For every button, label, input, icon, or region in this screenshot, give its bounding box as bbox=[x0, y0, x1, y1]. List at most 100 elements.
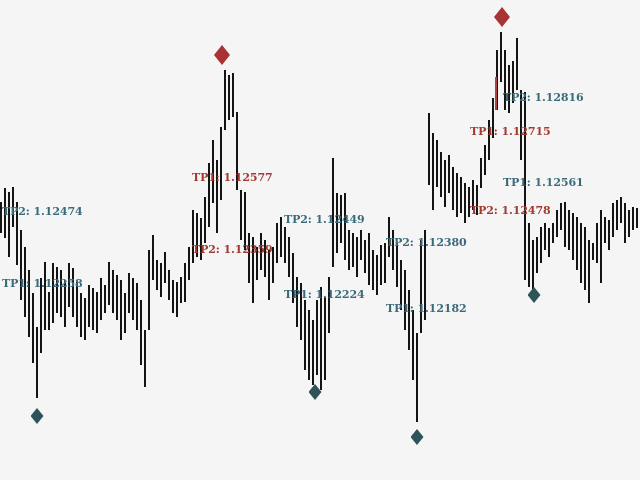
price-bar bbox=[592, 243, 594, 260]
price-bar bbox=[60, 270, 62, 317]
price-bar bbox=[320, 287, 322, 390]
price-bar bbox=[304, 300, 306, 370]
price-bar bbox=[20, 230, 22, 300]
price-bar bbox=[132, 278, 134, 320]
price-bar bbox=[260, 233, 262, 270]
price-bar bbox=[620, 197, 622, 223]
price-bar bbox=[164, 252, 166, 283]
price-bar bbox=[8, 192, 10, 257]
price-bar bbox=[208, 163, 210, 227]
price-bar bbox=[84, 298, 86, 340]
price-bar bbox=[428, 113, 430, 185]
price-bar bbox=[564, 202, 566, 247]
price-bar bbox=[112, 270, 114, 313]
price-bar bbox=[264, 240, 266, 277]
price-bar bbox=[384, 243, 386, 283]
price-bar bbox=[440, 152, 442, 197]
tp-label: TP1: 1.12224 bbox=[284, 288, 365, 302]
price-bar bbox=[500, 32, 502, 82]
price-bar bbox=[392, 230, 394, 270]
price-bar bbox=[32, 293, 34, 363]
price-bar bbox=[608, 220, 610, 250]
price-bar bbox=[444, 160, 446, 207]
price-bar bbox=[604, 217, 606, 243]
price-bar bbox=[516, 38, 518, 90]
tp-label: TP1: 1.12182 bbox=[386, 302, 467, 316]
price-bar bbox=[540, 227, 542, 263]
price-bar bbox=[340, 195, 342, 243]
buy-signal-icon bbox=[410, 429, 424, 445]
price-bar bbox=[116, 275, 118, 320]
price-bar bbox=[176, 282, 178, 317]
price-bar bbox=[436, 140, 438, 187]
signal-line bbox=[495, 77, 497, 110]
price-bar bbox=[472, 180, 474, 210]
price-bar bbox=[280, 217, 282, 257]
price-bar bbox=[480, 158, 482, 188]
price-bar bbox=[152, 235, 154, 280]
buy-signal-icon bbox=[308, 384, 322, 400]
price-bar bbox=[536, 237, 538, 273]
price-bar bbox=[252, 237, 254, 303]
price-bar bbox=[128, 273, 130, 313]
price-bar bbox=[452, 167, 454, 210]
price-bar bbox=[344, 193, 346, 260]
price-bar bbox=[204, 197, 206, 243]
price-bar bbox=[180, 277, 182, 303]
price-bar bbox=[256, 247, 258, 280]
price-bar bbox=[508, 65, 510, 113]
price-bar bbox=[236, 112, 238, 190]
price-bar bbox=[544, 223, 546, 250]
price-bar bbox=[364, 240, 366, 273]
price-bar bbox=[184, 263, 186, 302]
price-bar bbox=[168, 270, 170, 300]
price-bar bbox=[460, 177, 462, 213]
price-bar bbox=[572, 213, 574, 260]
price-bar bbox=[288, 237, 290, 277]
buy-signal-icon bbox=[527, 287, 541, 303]
price-bar bbox=[372, 250, 374, 290]
price-bar bbox=[548, 228, 550, 257]
price-bar bbox=[512, 61, 514, 103]
price-bar bbox=[404, 270, 406, 330]
price-bar bbox=[28, 270, 30, 337]
price-bar bbox=[172, 280, 174, 313]
price-bar bbox=[96, 292, 98, 333]
price-bar bbox=[584, 227, 586, 290]
price-bar bbox=[464, 183, 466, 223]
sell-signal-icon bbox=[494, 7, 510, 27]
price-bar bbox=[64, 280, 66, 327]
price-bar bbox=[456, 173, 458, 217]
price-bar bbox=[400, 260, 402, 310]
tp-label: TP2: 1.12380 bbox=[386, 236, 467, 250]
price-bar bbox=[296, 277, 298, 327]
price-bar bbox=[524, 92, 526, 280]
price-bar bbox=[356, 237, 358, 277]
price-bar bbox=[552, 223, 554, 243]
price-bar bbox=[48, 292, 50, 330]
price-bar bbox=[556, 210, 558, 237]
price-bar bbox=[224, 70, 226, 130]
price-bar bbox=[360, 230, 362, 260]
price-bar bbox=[148, 250, 150, 330]
price-bar bbox=[76, 282, 78, 327]
price-bar bbox=[228, 75, 230, 120]
price-bar bbox=[248, 233, 250, 283]
price-bar bbox=[276, 223, 278, 263]
price-bar bbox=[284, 227, 286, 263]
price-bar bbox=[72, 268, 74, 317]
price-bar bbox=[4, 188, 6, 238]
price-bar bbox=[216, 160, 218, 233]
price-bar bbox=[192, 210, 194, 263]
price-bar bbox=[0, 202, 2, 233]
price-bar bbox=[56, 267, 58, 313]
price-bar bbox=[628, 210, 630, 237]
price-bar bbox=[528, 223, 530, 287]
price-bar bbox=[588, 240, 590, 303]
tp-label: TP1: 1.12561 bbox=[503, 176, 584, 189]
price-bar bbox=[68, 263, 70, 307]
price-bar bbox=[24, 247, 26, 317]
price-bar bbox=[140, 300, 142, 365]
sell-signal-icon bbox=[214, 45, 230, 65]
